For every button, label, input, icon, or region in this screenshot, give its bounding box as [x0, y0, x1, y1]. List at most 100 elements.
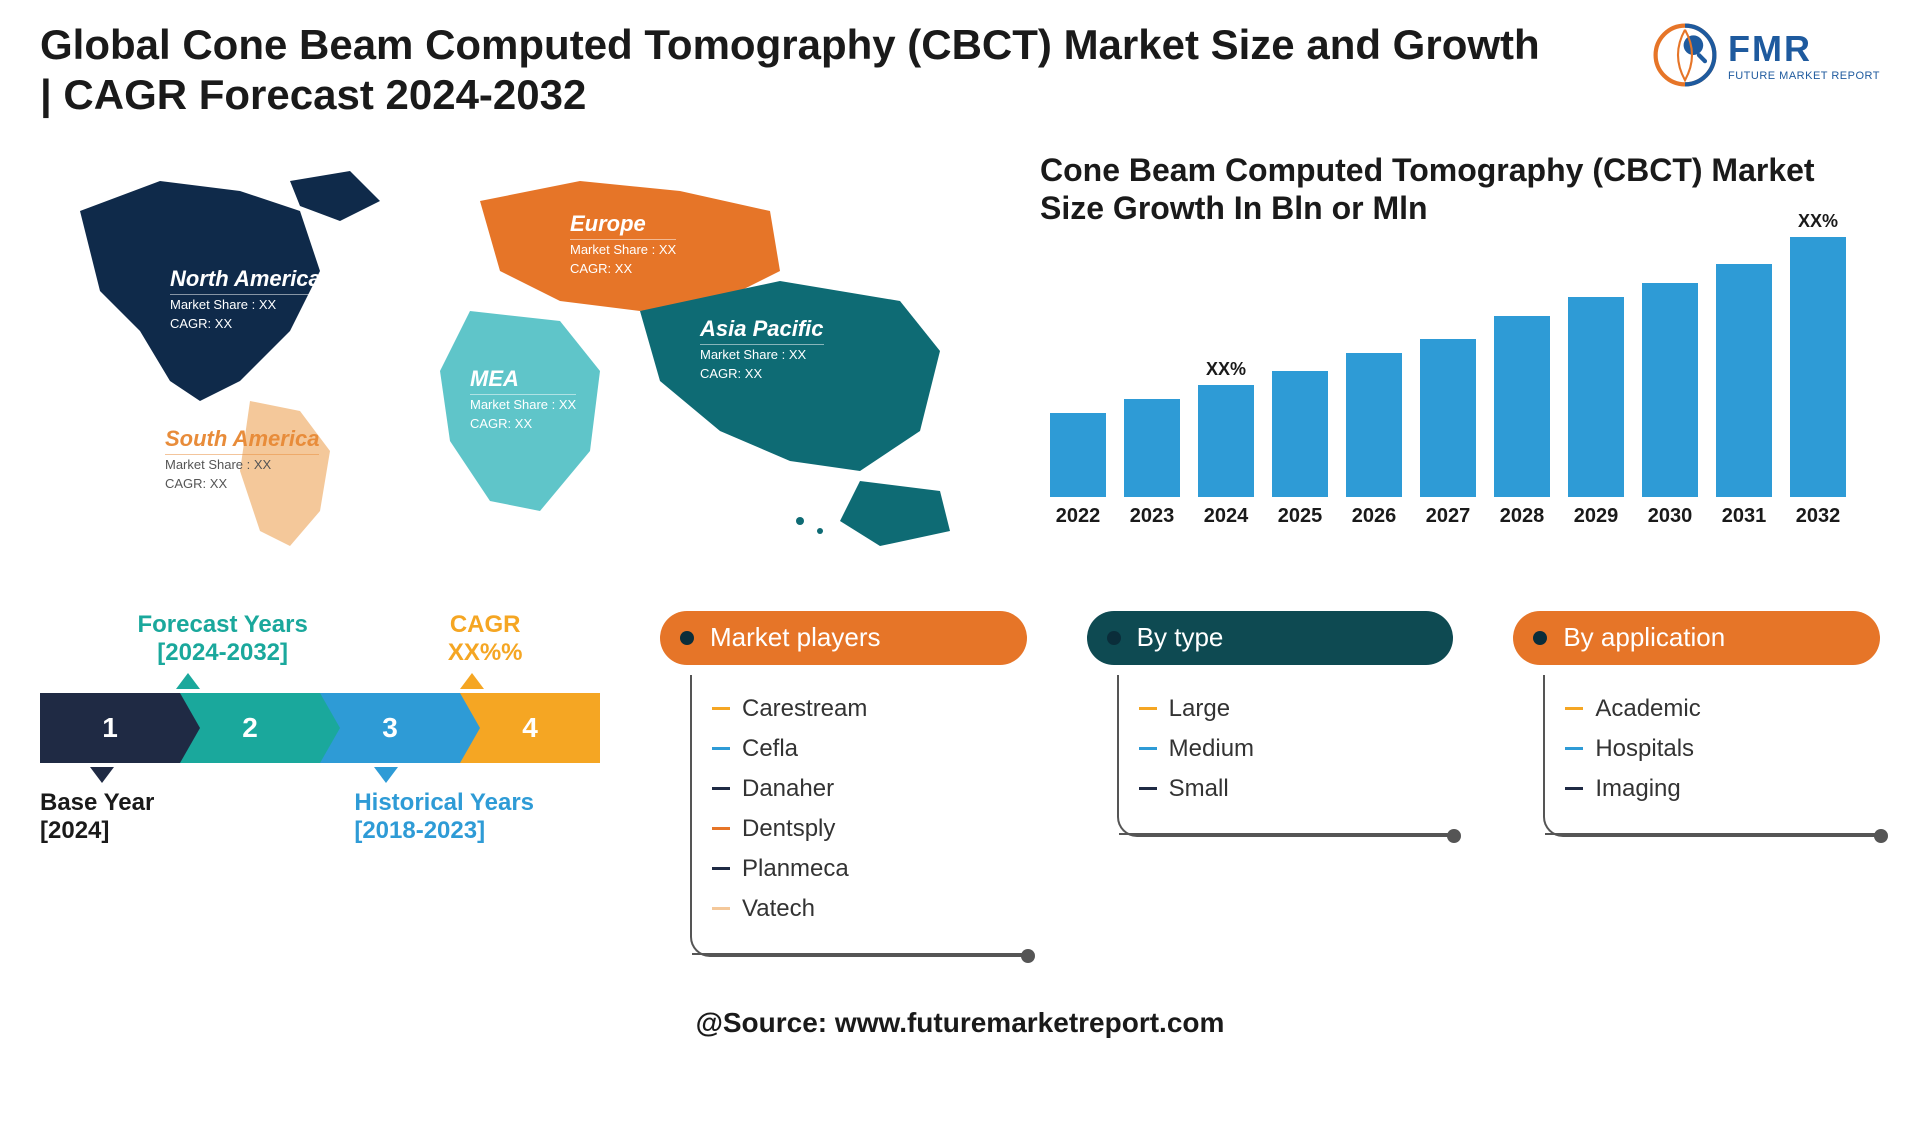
bar — [1716, 264, 1772, 496]
tick-icon — [712, 707, 730, 710]
list-item: Vatech — [712, 895, 1017, 923]
bar — [1050, 413, 1106, 497]
bar — [1272, 371, 1328, 496]
bar-year-label: 2023 — [1130, 505, 1175, 528]
logo-text-sub: FUTURE MARKET REPORT — [1728, 70, 1880, 82]
category-column: By type Large Medium Small — [1087, 611, 1454, 957]
arrow-up-icon — [460, 673, 484, 689]
tick-icon — [712, 907, 730, 910]
bar-year-label: 2024 — [1204, 505, 1249, 528]
source-text: @Source: www.futuremarketreport.com — [40, 1007, 1880, 1039]
tick-icon — [1139, 787, 1157, 790]
bar-year-label: 2026 — [1352, 505, 1397, 528]
bar — [1790, 237, 1846, 497]
category-body: Academic Hospitals Imaging — [1543, 675, 1880, 837]
bar-column: 2026 — [1346, 353, 1402, 528]
region-eu: Europe Market Share : XX CAGR: XX — [570, 211, 676, 276]
bar — [1420, 339, 1476, 497]
historical-label: Historical Years [2018-2023] — [354, 789, 534, 845]
bar — [1642, 283, 1698, 497]
list-item: Cefla — [712, 735, 1017, 763]
tick-icon — [1139, 707, 1157, 710]
category-body: CarestreamCeflaDanaherDentsplyPlanmecaVa… — [690, 675, 1027, 957]
item-label: Cefla — [742, 735, 798, 763]
tick-icon — [712, 827, 730, 830]
category-body: Large Medium Small — [1117, 675, 1454, 837]
list-item: Small — [1139, 775, 1444, 803]
base-year-label: Base Year [2024] — [40, 789, 154, 845]
cagr-label: CAGR XX%% — [448, 611, 523, 667]
tick-icon — [712, 867, 730, 870]
timeline-segment: 4 — [460, 693, 600, 763]
logo: FMR FUTURE MARKET REPORT — [1650, 20, 1880, 90]
item-label: Imaging — [1595, 775, 1680, 803]
bar-top-label: XX% — [1798, 211, 1838, 232]
world-map: North America Market Share : XX CAGR: XX… — [40, 151, 1000, 551]
bar-column: 2028 — [1494, 316, 1550, 528]
timeline-segment: 2 — [180, 693, 320, 763]
bar-top-label: XX% — [1206, 359, 1246, 380]
tick-icon — [712, 747, 730, 750]
bar-column: XX%2032 — [1790, 237, 1846, 528]
bar — [1568, 297, 1624, 497]
dot-icon — [1533, 631, 1547, 645]
category-header: By type — [1087, 611, 1454, 665]
bar-year-label: 2029 — [1574, 505, 1619, 528]
bar — [1124, 399, 1180, 497]
list-item: Large — [1139, 695, 1444, 723]
bar-year-label: 2028 — [1500, 505, 1545, 528]
item-label: Small — [1169, 775, 1229, 803]
category-title: Market players — [710, 622, 881, 653]
categories: Market playersCarestreamCeflaDanaherDent… — [660, 611, 1880, 957]
bar-column: XX%2024 — [1198, 385, 1254, 527]
list-item: Imaging — [1565, 775, 1870, 803]
item-label: Carestream — [742, 695, 867, 723]
globe-search-icon — [1650, 20, 1720, 90]
item-label: Large — [1169, 695, 1230, 723]
bar-column: 2022 — [1050, 413, 1106, 528]
list-item: Carestream — [712, 695, 1017, 723]
item-label: Planmeca — [742, 855, 849, 883]
item-label: Medium — [1169, 735, 1254, 763]
tick-icon — [1139, 747, 1157, 750]
bar — [1494, 316, 1550, 497]
bar-column: 2025 — [1272, 371, 1328, 527]
bar-year-label: 2022 — [1056, 505, 1101, 528]
region-mea: MEA Market Share : XX CAGR: XX — [470, 366, 576, 431]
timeline-bar: 1234 — [40, 693, 620, 763]
category-column: Market playersCarestreamCeflaDanaherDent… — [660, 611, 1027, 957]
bars-container: 20222023XX%20242025202620272028202920302… — [1040, 248, 1880, 528]
header: Global Cone Beam Computed Tomography (CB… — [40, 20, 1880, 121]
item-label: Hospitals — [1595, 735, 1694, 763]
tick-icon — [1565, 787, 1583, 790]
bar-year-label: 2031 — [1722, 505, 1767, 528]
tick-icon — [1565, 747, 1583, 750]
item-label: Danaher — [742, 775, 834, 803]
bar-column: 2030 — [1642, 283, 1698, 528]
category-title: By application — [1563, 622, 1725, 653]
tick-icon — [712, 787, 730, 790]
bar-year-label: 2025 — [1278, 505, 1323, 528]
category-column: By application Academic Hospitals Imaging — [1513, 611, 1880, 957]
forecast-label: Forecast Years [2024-2032] — [137, 611, 307, 667]
item-label: Academic — [1595, 695, 1700, 723]
timeline-segment: 3 — [320, 693, 460, 763]
list-item: Medium — [1139, 735, 1444, 763]
dot-icon — [680, 631, 694, 645]
dot-icon — [1107, 631, 1121, 645]
list-item: Danaher — [712, 775, 1017, 803]
region-na: North America Market Share : XX CAGR: XX — [170, 266, 321, 331]
list-item: Hospitals — [1565, 735, 1870, 763]
item-label: Vatech — [742, 895, 815, 923]
category-header: Market players — [660, 611, 1027, 665]
category-header: By application — [1513, 611, 1880, 665]
chart-title: Cone Beam Computed Tomography (CBCT) Mar… — [1040, 151, 1880, 228]
region-sa: South America Market Share : XX CAGR: XX — [165, 426, 319, 491]
page-title: Global Cone Beam Computed Tomography (CB… — [40, 20, 1540, 121]
list-item: Academic — [1565, 695, 1870, 723]
bar-year-label: 2032 — [1796, 505, 1841, 528]
bar — [1198, 385, 1254, 496]
bar-column: 2027 — [1420, 339, 1476, 528]
bar-column: 2031 — [1716, 264, 1772, 527]
logo-text-main: FMR — [1728, 28, 1880, 70]
